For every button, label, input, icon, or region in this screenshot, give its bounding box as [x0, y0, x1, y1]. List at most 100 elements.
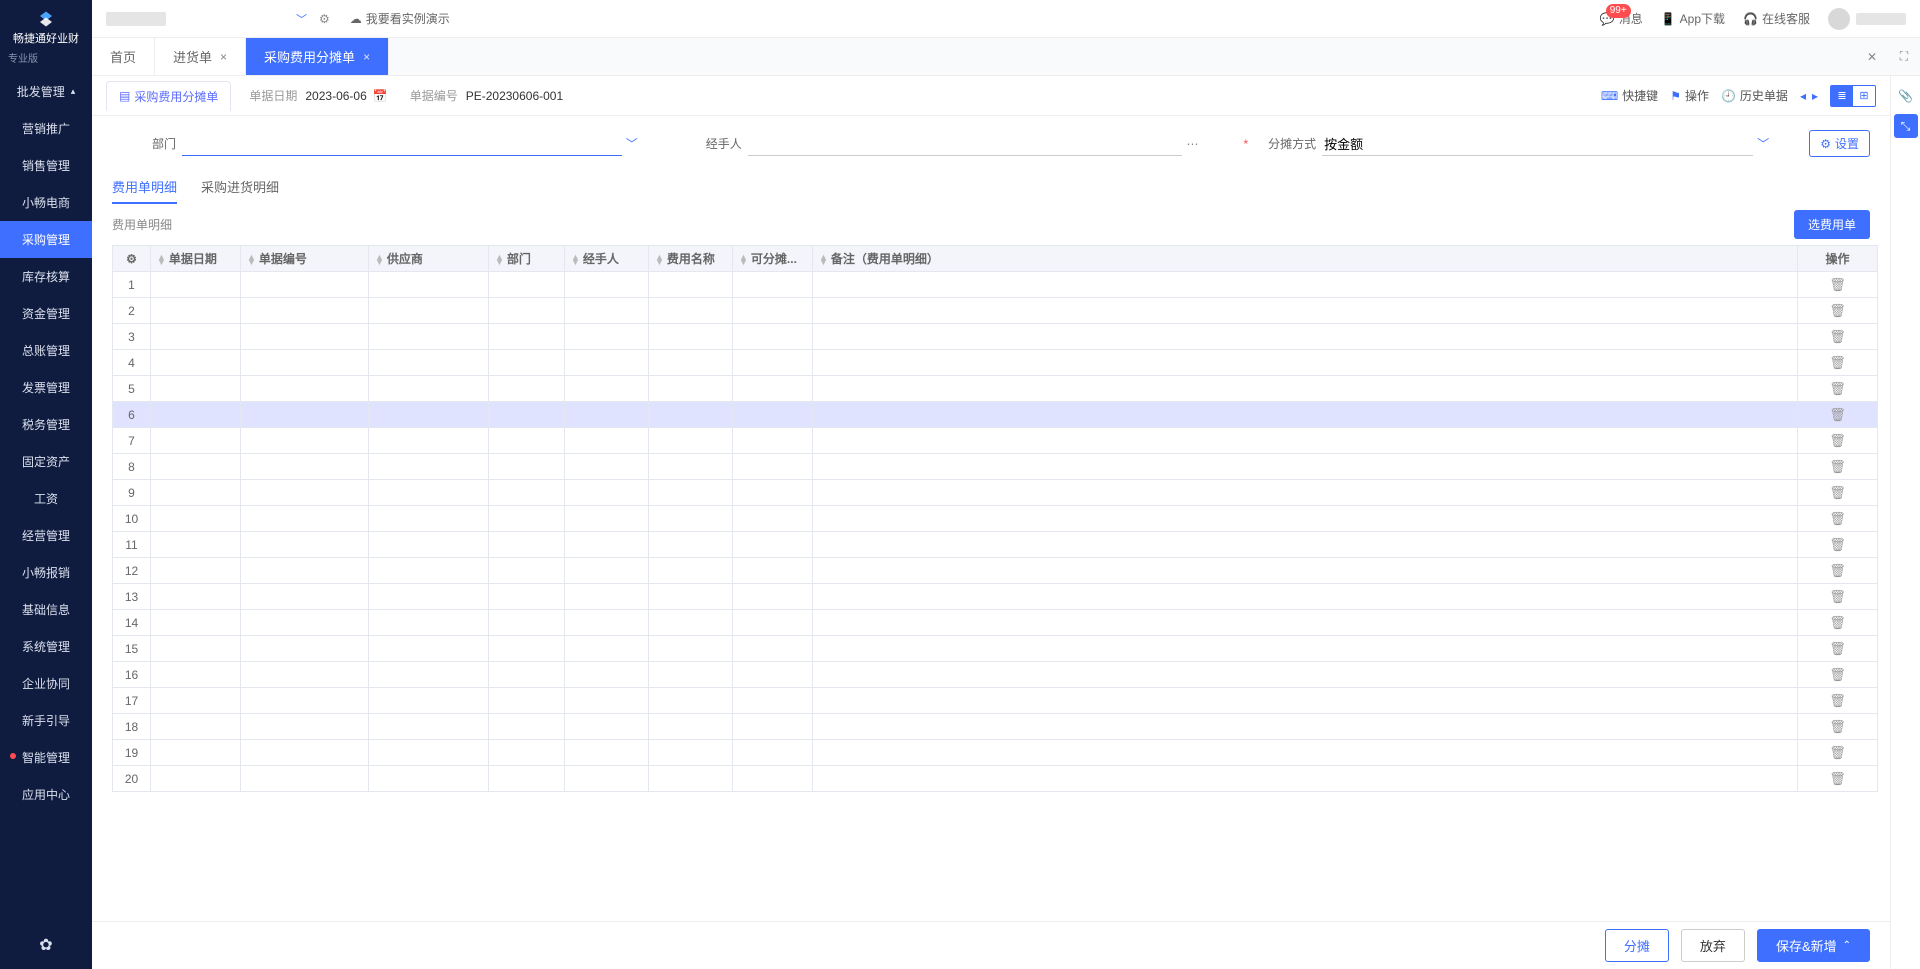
sidebar-item-1[interactable]: 营销推广	[0, 110, 92, 147]
sidebar-item-6[interactable]: 资金管理	[0, 295, 92, 332]
sort-icon[interactable]: ▲▼	[739, 255, 748, 265]
cell-date[interactable]	[151, 584, 241, 610]
delete-row-icon[interactable]: 🗑	[1829, 485, 1846, 500]
sort-icon[interactable]: ▲▼	[495, 255, 504, 265]
cell-remark[interactable]	[813, 428, 1798, 454]
delete-row-icon[interactable]: 🗑	[1829, 433, 1846, 448]
cell-dept[interactable]	[489, 350, 565, 376]
delete-row-icon[interactable]: 🗑	[1829, 329, 1846, 344]
cell-code[interactable]	[241, 324, 369, 350]
sort-icon[interactable]: ▲▼	[157, 255, 166, 265]
view-card-button[interactable]: ⊞	[1853, 86, 1875, 106]
delete-row-icon[interactable]: 🗑	[1829, 589, 1846, 604]
cell-code[interactable]	[241, 688, 369, 714]
cell-date[interactable]	[151, 766, 241, 792]
cell-dept[interactable]	[489, 454, 565, 480]
sidebar-item-12[interactable]: 经营管理	[0, 517, 92, 554]
sidebar-item-15[interactable]: 系统管理	[0, 628, 92, 665]
cell-alloc[interactable]	[733, 298, 813, 324]
cell-handler[interactable]	[565, 714, 649, 740]
table-row[interactable]: 2🗑	[113, 298, 1878, 324]
cell-dept[interactable]	[489, 480, 565, 506]
cell-remark[interactable]	[813, 350, 1798, 376]
cell-handler[interactable]	[565, 454, 649, 480]
cell-code[interactable]	[241, 636, 369, 662]
table-wrap[interactable]: ⚙▲▼单据日期▲▼单据编号▲▼供应商▲▼部门▲▼经手人▲▼费用名称▲▼可分摊..…	[92, 245, 1890, 921]
col-header-op[interactable]: 操作	[1798, 246, 1878, 272]
sidebar-item-11[interactable]: 工资	[0, 480, 92, 517]
cell-alloc[interactable]	[733, 376, 813, 402]
table-row[interactable]: 1🗑	[113, 272, 1878, 298]
table-row[interactable]: 12🗑	[113, 558, 1878, 584]
cell-handler[interactable]	[565, 532, 649, 558]
cell-date[interactable]	[151, 480, 241, 506]
cell-code[interactable]	[241, 506, 369, 532]
sidebar-item-18[interactable]: 智能管理	[0, 739, 92, 776]
cell-fee[interactable]	[649, 636, 733, 662]
cell-code[interactable]	[241, 740, 369, 766]
sidebar-item-0[interactable]: 批发管理▴	[0, 73, 92, 110]
table-row[interactable]: 17🗑	[113, 688, 1878, 714]
col-header-dept[interactable]: ▲▼部门	[489, 246, 565, 272]
cell-date[interactable]	[151, 402, 241, 428]
top-gear-icon[interactable]: ⚙	[319, 12, 330, 26]
cell-alloc[interactable]	[733, 714, 813, 740]
cell-handler[interactable]	[565, 506, 649, 532]
cell-vendor[interactable]	[369, 324, 489, 350]
cell-remark[interactable]	[813, 584, 1798, 610]
cell-alloc[interactable]	[733, 610, 813, 636]
cell-code[interactable]	[241, 402, 369, 428]
sidebar-item-9[interactable]: 税务管理	[0, 406, 92, 443]
cell-handler[interactable]	[565, 376, 649, 402]
delete-row-icon[interactable]: 🗑	[1829, 459, 1846, 474]
shortcut-link[interactable]: ⌨快捷键	[1601, 87, 1658, 104]
delete-row-icon[interactable]: 🗑	[1829, 641, 1846, 656]
cell-remark[interactable]	[813, 766, 1798, 792]
cell-dept[interactable]	[489, 740, 565, 766]
cell-remark[interactable]	[813, 740, 1798, 766]
cell-remark[interactable]	[813, 506, 1798, 532]
table-row[interactable]: 18🗑	[113, 714, 1878, 740]
col-header-alloc[interactable]: ▲▼可分摊...	[733, 246, 813, 272]
cell-code[interactable]	[241, 272, 369, 298]
cell-handler[interactable]	[565, 688, 649, 714]
cell-vendor[interactable]	[369, 558, 489, 584]
org-selector[interactable]: ﹀	[106, 11, 319, 27]
cell-handler[interactable]	[565, 428, 649, 454]
cell-vendor[interactable]	[369, 532, 489, 558]
prev-doc-icon[interactable]: ◂	[1800, 89, 1806, 103]
sort-icon[interactable]: ▲▼	[819, 255, 828, 265]
cell-code[interactable]	[241, 766, 369, 792]
table-row[interactable]: 9🗑	[113, 480, 1878, 506]
cell-date[interactable]	[151, 532, 241, 558]
delete-row-icon[interactable]: 🗑	[1829, 667, 1846, 682]
cell-vendor[interactable]	[369, 402, 489, 428]
cell-alloc[interactable]	[733, 428, 813, 454]
cell-dept[interactable]	[489, 428, 565, 454]
cell-vendor[interactable]	[369, 610, 489, 636]
delete-row-icon[interactable]: 🗑	[1829, 563, 1846, 578]
table-row[interactable]: 15🗑	[113, 636, 1878, 662]
cell-dept[interactable]	[489, 584, 565, 610]
cell-fee[interactable]	[649, 558, 733, 584]
cell-handler[interactable]	[565, 766, 649, 792]
delete-row-icon[interactable]: 🗑	[1829, 303, 1846, 318]
settings-button[interactable]: ⚙ 设置	[1809, 130, 1870, 157]
view-list-button[interactable]: ≣	[1831, 86, 1853, 106]
cell-date[interactable]	[151, 272, 241, 298]
cell-alloc[interactable]	[733, 558, 813, 584]
table-row[interactable]: 19🗑	[113, 740, 1878, 766]
expand-icon[interactable]: ⤡	[1894, 114, 1918, 138]
allocate-button[interactable]: 分摊	[1605, 929, 1669, 962]
cell-vendor[interactable]	[369, 740, 489, 766]
fullscreen-icon[interactable]: ⛶	[1888, 38, 1920, 75]
cell-remark[interactable]	[813, 532, 1798, 558]
sort-icon[interactable]: ▲▼	[655, 255, 664, 265]
cell-vendor[interactable]	[369, 480, 489, 506]
cell-remark[interactable]	[813, 454, 1798, 480]
table-row[interactable]: 5🗑	[113, 376, 1878, 402]
cell-dept[interactable]	[489, 402, 565, 428]
cell-dept[interactable]	[489, 506, 565, 532]
cell-dept[interactable]	[489, 662, 565, 688]
cell-date[interactable]	[151, 558, 241, 584]
